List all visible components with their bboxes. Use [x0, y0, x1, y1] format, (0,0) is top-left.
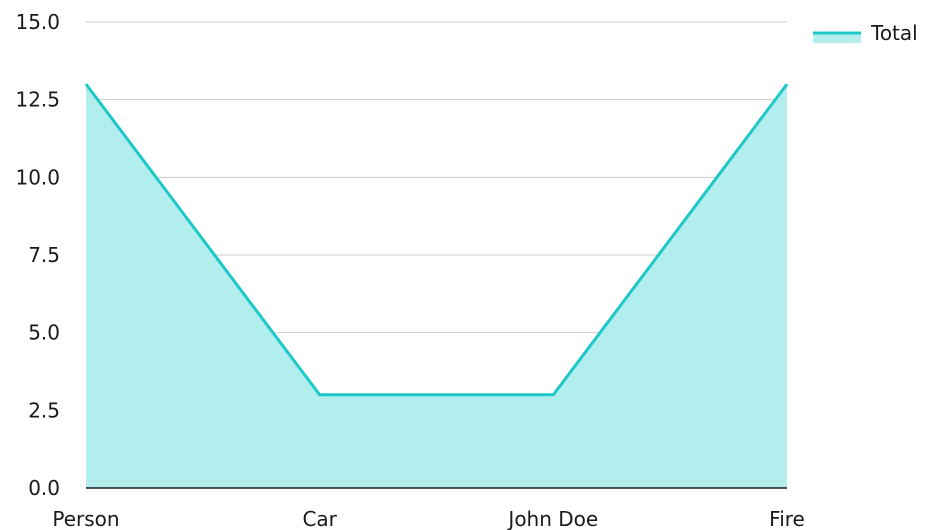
area-layer [86, 84, 787, 488]
x-tick-label: Fire [769, 507, 805, 530]
series-area-total [86, 84, 787, 488]
line-layer [84, 83, 789, 397]
y-tick-label: 10.0 [15, 165, 60, 189]
y-axis-ticks: 0.0 2.5 5.0 7.5 10.0 12.5 15.0 [15, 10, 60, 500]
x-tick-label: Person [52, 507, 119, 530]
legend-swatch [813, 33, 861, 43]
y-tick-label: 15.0 [15, 10, 60, 34]
series-line-total [84, 83, 789, 397]
y-tick-label: 2.5 [28, 398, 60, 422]
x-tick-label: John Doe [506, 507, 598, 530]
legend-label-total: Total [870, 21, 918, 45]
y-tick-label: 5.0 [28, 321, 60, 345]
y-tick-label: 7.5 [28, 243, 60, 267]
y-tick-label: 0.0 [28, 476, 60, 500]
x-tick-label: Car [302, 507, 337, 530]
x-axis-ticks: Person Car John Doe Fire [52, 507, 804, 530]
y-tick-label: 12.5 [15, 88, 60, 112]
legend[interactable]: Total [813, 21, 918, 45]
